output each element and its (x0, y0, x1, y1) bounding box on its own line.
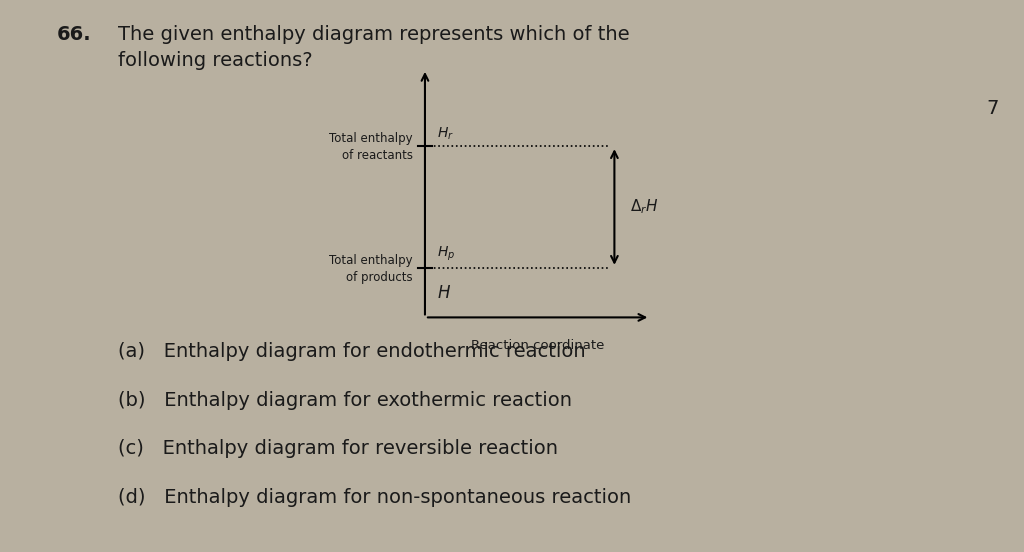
Text: (c)   Enthalpy diagram for reversible reaction: (c) Enthalpy diagram for reversible reac… (118, 439, 558, 458)
Text: Total enthalpy
of products: Total enthalpy of products (329, 254, 413, 284)
Text: Reaction coordinate: Reaction coordinate (471, 339, 604, 353)
Text: 66.: 66. (56, 25, 91, 44)
Text: 7: 7 (986, 99, 998, 118)
Text: $H_p$: $H_p$ (437, 245, 456, 263)
Text: The given enthalpy diagram represents which of the
following reactions?: The given enthalpy diagram represents wh… (118, 25, 630, 70)
Text: Total enthalpy
of reactants: Total enthalpy of reactants (329, 132, 413, 162)
Text: $\Delta_r H$: $\Delta_r H$ (630, 198, 658, 216)
Text: (d)   Enthalpy diagram for non-spontaneous reaction: (d) Enthalpy diagram for non-spontaneous… (118, 488, 631, 507)
Text: (b)   Enthalpy diagram for exothermic reaction: (b) Enthalpy diagram for exothermic reac… (118, 391, 571, 410)
Text: (a)   Enthalpy diagram for endothermic reaction: (a) Enthalpy diagram for endothermic rea… (118, 342, 586, 361)
Text: H: H (437, 284, 450, 301)
Text: $H_r$: $H_r$ (437, 125, 455, 142)
